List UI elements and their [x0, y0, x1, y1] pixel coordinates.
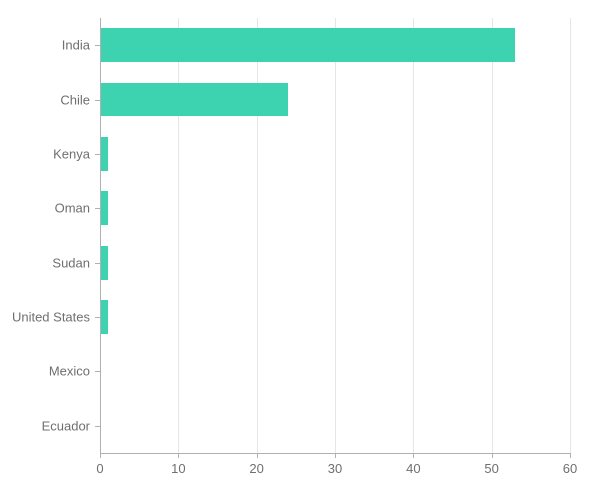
y-axis-label: India — [62, 38, 100, 53]
gridline — [570, 18, 571, 453]
x-axis-label: 20 — [249, 453, 263, 476]
x-axis-label: 0 — [96, 453, 103, 476]
y-axis — [100, 18, 101, 453]
bar — [100, 246, 108, 280]
bar-row — [100, 409, 570, 443]
y-axis-label: Ecuador — [42, 418, 100, 433]
bar-chart: 0 10 20 30 40 50 60 India Chile Kenya Oman Sudan Uni… — [0, 0, 600, 500]
bar — [100, 191, 108, 225]
bar — [100, 300, 108, 334]
bar-row — [100, 137, 570, 171]
x-axis — [100, 453, 570, 454]
bar — [100, 83, 288, 117]
bar-row — [100, 300, 570, 334]
y-axis-label: Oman — [55, 201, 100, 216]
y-axis-label: United States — [12, 310, 100, 325]
x-axis-label: 50 — [484, 453, 498, 476]
x-axis-label: 10 — [171, 453, 185, 476]
y-axis-label: Sudan — [52, 255, 100, 270]
x-axis-label: 40 — [406, 453, 420, 476]
y-axis-label: Mexico — [49, 364, 100, 379]
x-axis-label: 30 — [328, 453, 342, 476]
bar-row — [100, 191, 570, 225]
bar-row — [100, 83, 570, 117]
plot-area: 0102030405060IndiaChileKenyaOmanSudanUni… — [100, 18, 570, 453]
bar — [100, 28, 515, 62]
x-axis-label: 60 — [563, 453, 577, 476]
bar-row — [100, 28, 570, 62]
bar-row — [100, 246, 570, 280]
y-axis-label: Chile — [60, 92, 100, 107]
bar-row — [100, 355, 570, 389]
bar — [100, 137, 108, 171]
y-axis-label: Kenya — [53, 146, 100, 161]
